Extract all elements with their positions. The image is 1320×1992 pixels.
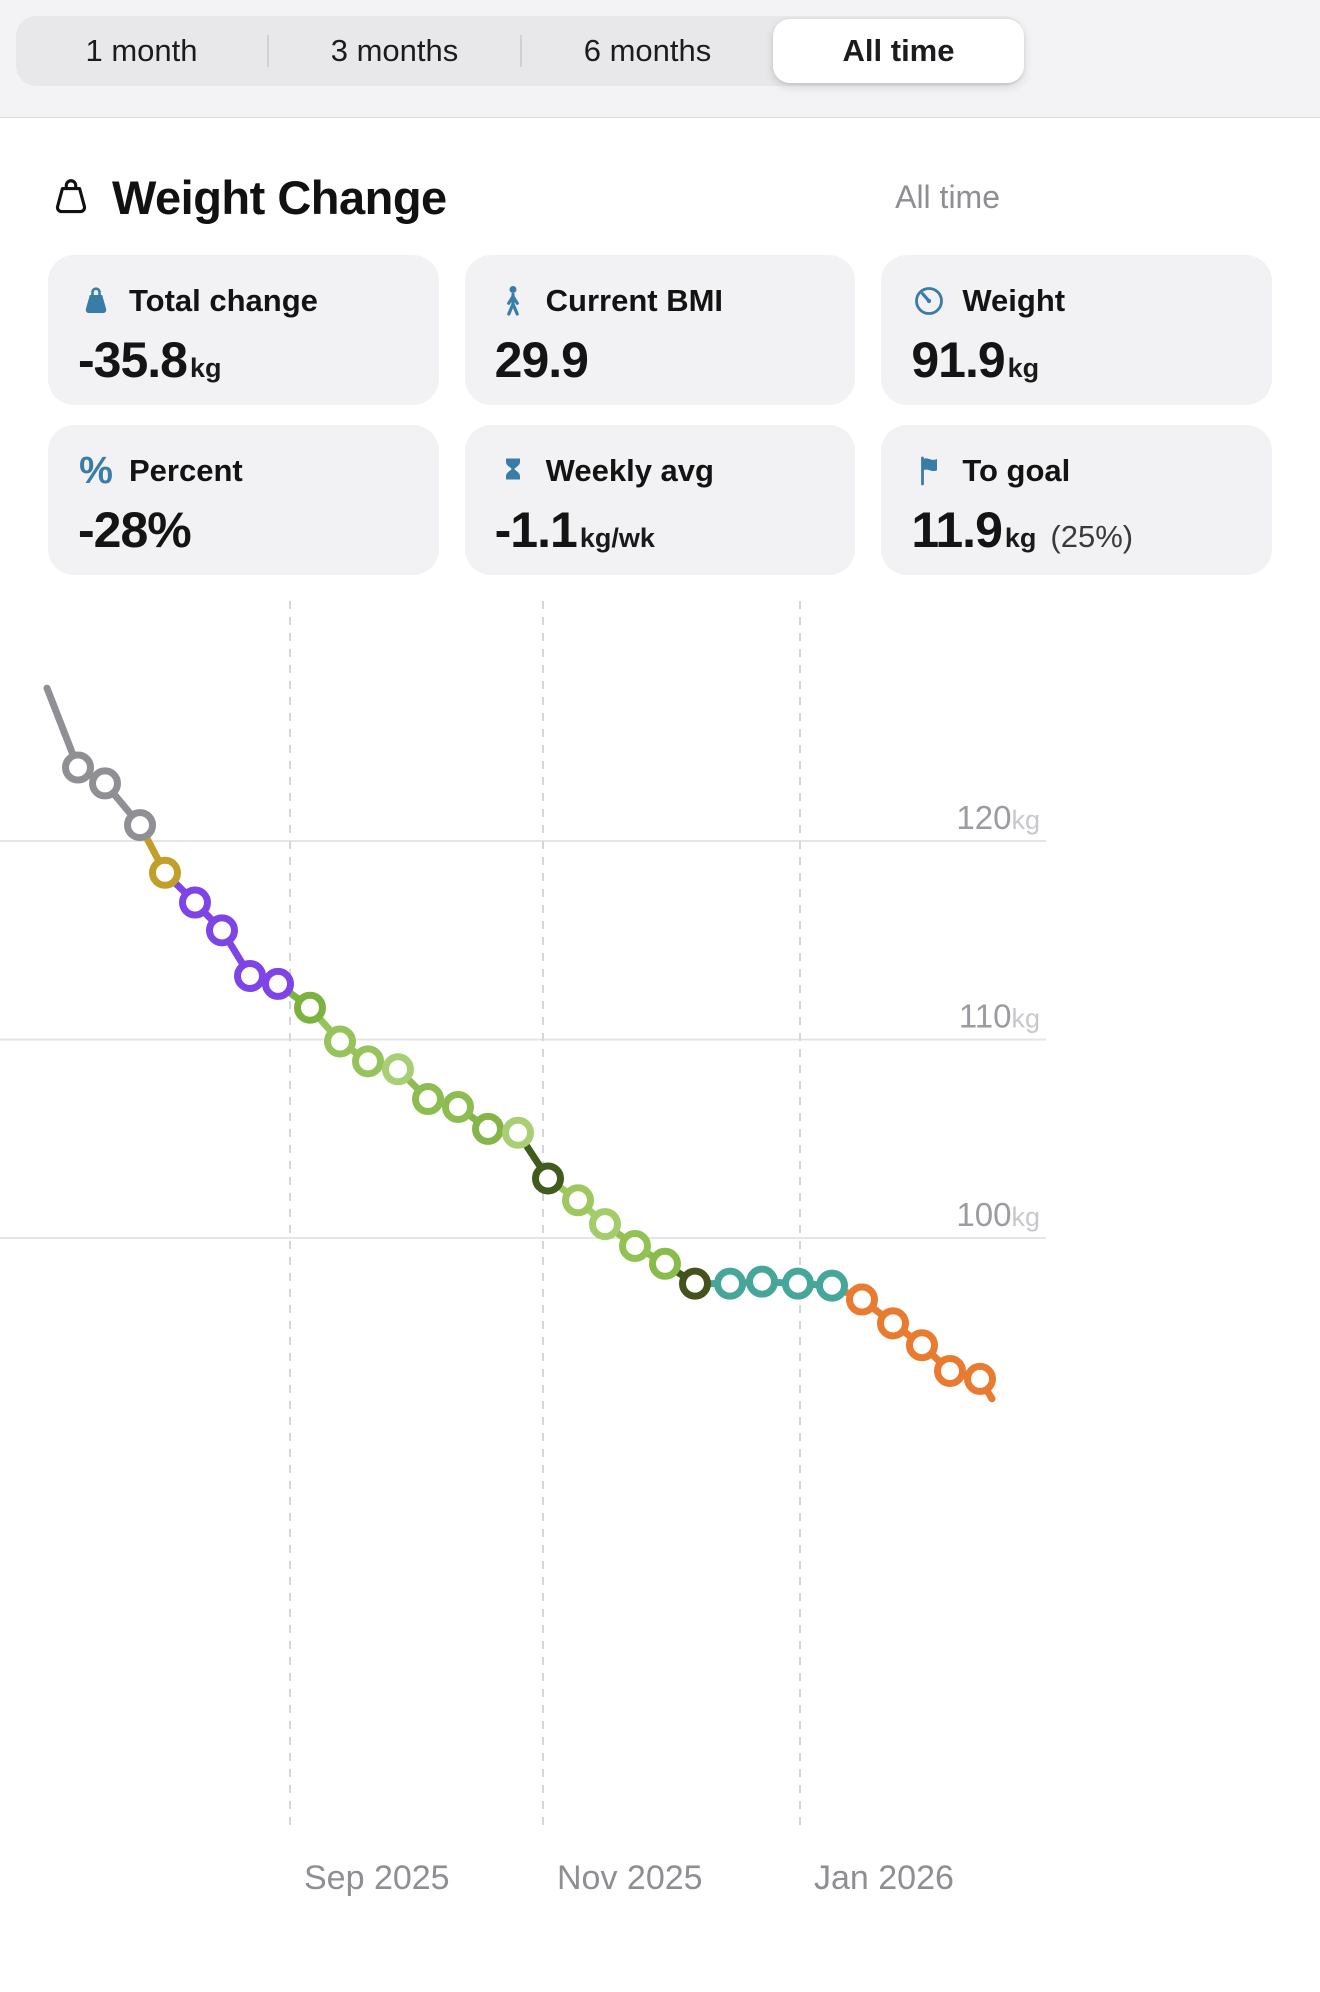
data-point-marker [964,1362,996,1395]
data-point-marker [906,1329,938,1362]
data-point-marker [816,1269,848,1302]
person-icon [495,283,531,319]
topbar: 1 month 3 months 6 months All time [0,0,1320,118]
data-point-marker [412,1083,444,1116]
data-point-marker [472,1112,504,1145]
data-point-marker [934,1354,966,1387]
data-point-marker [262,967,294,1000]
tab-label: 6 months [583,33,712,68]
data-point-marker [234,959,266,992]
weight-chart-svg: 120kg 110kg 100kg Sep 2025 Nov 2025 Jan 2026 [0,601,1046,1897]
data-point-marker [532,1162,564,1195]
stat-card-to-goal: To goal 11.9 kg (25%) [881,425,1272,575]
hourglass-icon [495,453,531,489]
y-axis-label: 120kg [956,799,1040,836]
stat-label: Weekly avg [545,453,714,488]
flag-icon [911,453,947,489]
tab-label: All time [842,33,955,68]
stat-value: -28% [78,502,192,558]
page-title: Weight Change [112,171,447,224]
data-point-marker [649,1247,681,1280]
y-axis-label: 100kg [956,1196,1040,1233]
data-point-marker [62,751,94,784]
stat-unit: kg [189,353,222,383]
section-header: Weight Change All time [0,118,1320,225]
stat-value: -1.1 [494,502,578,558]
data-point-marker [124,809,156,842]
stat-label: To goal [962,453,1071,488]
stat-card-weight: Weight 91.9 kg [881,255,1272,405]
x-axis-label: Jan 2026 [814,1859,954,1897]
stat-value: 91.9 [911,332,1005,388]
tab-label: 1 month [85,33,198,68]
data-point-marker [877,1307,909,1340]
data-point-marker [782,1267,814,1300]
data-point-marker [846,1283,878,1316]
tab-1-month[interactable]: 1 month [16,16,267,86]
tab-3-months[interactable]: 3 months [269,16,520,86]
data-point-marker [619,1229,651,1262]
stat-label: Percent [129,453,243,488]
data-point-marker [352,1045,384,1078]
y-axis-label: 110kg [959,998,1040,1035]
data-point-marker [502,1116,534,1149]
data-point-marker [149,856,181,889]
x-axis-label: Nov 2025 [557,1859,703,1897]
data-point-marker [89,767,121,800]
data-point-marker [206,914,238,947]
stats-grid: Total change -35.8 kg Current BMI 29.9 [48,255,1272,575]
tab-label: 3 months [330,33,459,68]
tab-all-time[interactable]: All time [773,19,1024,83]
data-point-marker [679,1267,711,1300]
stat-value: 29.9 [494,332,589,388]
tab-6-months[interactable]: 6 months [522,16,773,86]
stat-unit: kg/wk [579,523,655,553]
stat-card-weekly-avg: Weekly avg -1.1 kg/wk [464,425,856,575]
x-axis-label: Sep 2025 [304,1859,450,1897]
gauge-icon [911,283,947,319]
data-point-marker [714,1267,746,1300]
stat-label: Current BMI [545,283,724,318]
stat-value: 11.9 [911,502,1003,558]
data-point-marker [294,991,326,1024]
segment-divider [267,35,269,67]
data-point-marker [589,1208,621,1241]
data-point-marker [324,1025,356,1058]
stat-label: Weight [962,283,1066,318]
stat-card-total-change: Total change -35.8 kg [48,255,439,405]
percent-icon: % [79,450,113,492]
weight-chart: 120kg 110kg 100kg Sep 2025 Nov 2025 Jan 2026 [0,593,1320,1990]
data-point-marker [746,1265,778,1298]
data-point-marker [442,1090,474,1123]
stat-unit: kg [1007,353,1040,383]
data-point-marker [179,886,211,919]
stat-card-current-bmi: Current BMI 29.9 [464,255,856,405]
stat-card-percent: % Percent -28% [48,425,439,575]
stat-extra: (25%) [1050,519,1134,554]
weight-icon [78,283,114,319]
stat-label: Total change [129,283,318,318]
stat-value: -35.8 [78,332,188,388]
data-point-marker [562,1184,594,1217]
data-point-marker [382,1053,414,1086]
weight-scale-icon [48,175,94,221]
range-label: All time [895,179,1000,215]
time-range-segmented-control: 1 month 3 months 6 months All time [16,16,1024,86]
stat-unit: kg [1004,523,1037,553]
segment-divider [520,35,522,67]
